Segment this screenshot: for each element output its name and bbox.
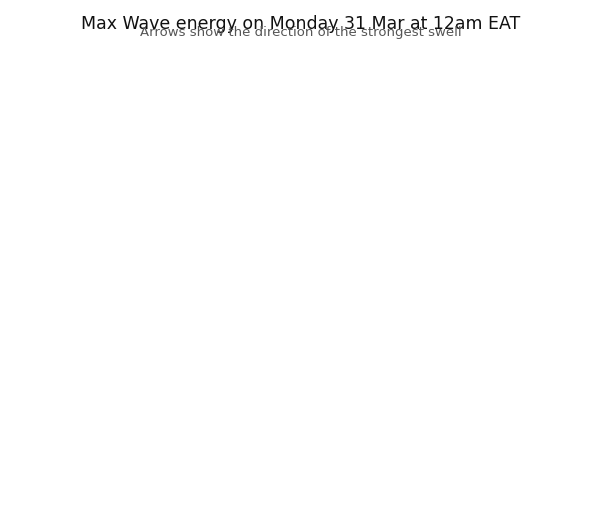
Text: cartopy required: cartopy required xyxy=(243,274,358,288)
Text: Max Wave energy on Monday 31 Mar at 12am EAT: Max Wave energy on Monday 31 Mar at 12am… xyxy=(81,15,520,33)
Text: Arrows show the direction of the strongest swell: Arrows show the direction of the stronge… xyxy=(139,26,462,39)
